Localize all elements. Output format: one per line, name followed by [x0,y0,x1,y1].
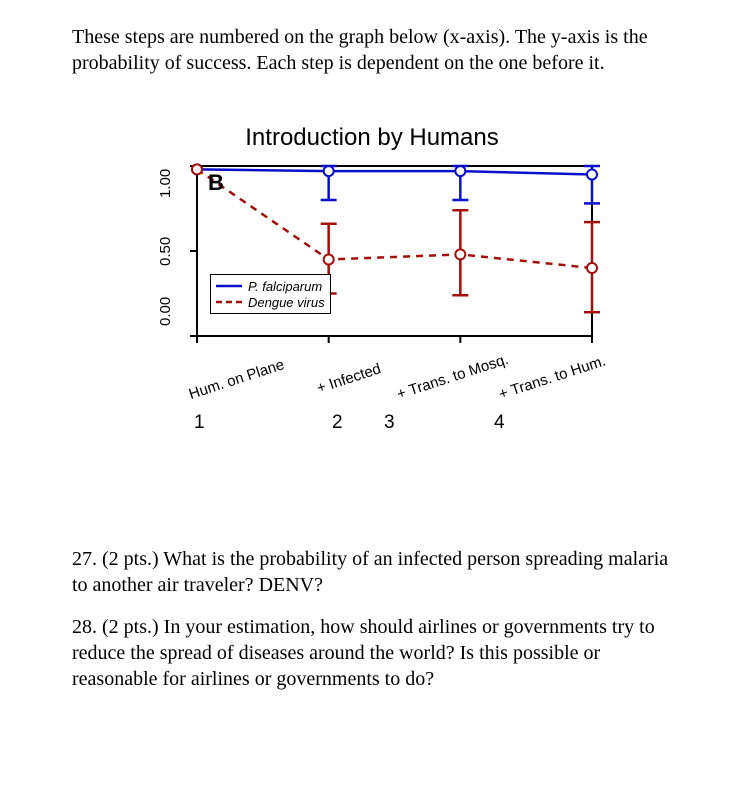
x-step-number: 2 [332,412,343,434]
y-tick-label: 0.50 [157,237,174,266]
x-step-number: 1 [194,412,205,434]
chart-svg [112,126,632,386]
y-tick-label: 0.00 [157,297,174,326]
x-step-number: 4 [494,412,505,434]
page: These steps are numbered on the graph be… [0,0,752,798]
legend-label: P. falciparum [248,279,322,294]
legend-item: P. falciparum [216,278,325,294]
legend-swatch-dashed [216,295,242,310]
legend: P. falciparum Dengue virus [210,274,331,314]
question-27: 27. (2 pts.) What is the probability of … [72,546,680,598]
legend-swatch-solid [216,279,242,294]
y-tick-label: 1.00 [157,169,174,198]
legend-label: Dengue virus [248,295,325,310]
x-step-number: 3 [384,412,395,434]
chart-container: Introduction by Humans B 0.00 0.50 1.00 … [112,126,632,506]
chart-title: Introduction by Humans [112,124,632,152]
question-28: 28. (2 pts.) In your estimation, how sho… [72,614,680,692]
panel-label: B [208,170,224,196]
intro-paragraph: These steps are numbered on the graph be… [72,24,680,76]
legend-item: Dengue virus [216,294,325,310]
